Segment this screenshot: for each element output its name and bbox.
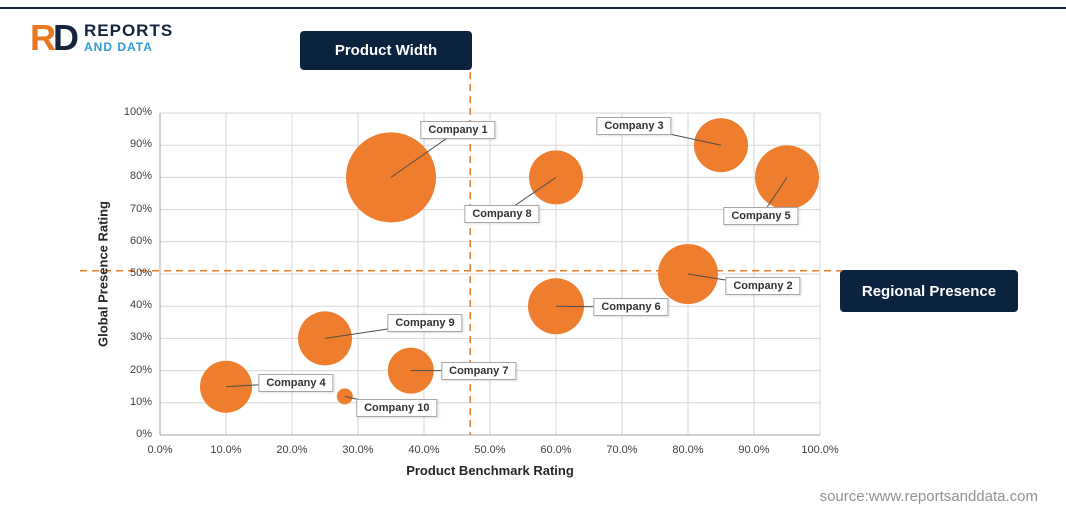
brand-name: REPORTS AND DATA	[84, 21, 174, 55]
x-tick-label: 30.0%	[342, 444, 374, 456]
top-divider-line	[0, 7, 1066, 9]
logo-letter-r: R	[30, 17, 56, 58]
bubble-label-company-7: Company 7	[441, 361, 517, 380]
x-tick-label: 70.0%	[606, 444, 638, 456]
bubble-label-company-3: Company 3	[596, 117, 672, 136]
y-tick-label: 70%	[129, 202, 152, 215]
x-tick-label: 10.0%	[210, 444, 242, 456]
y-tick-label: 20%	[129, 363, 152, 376]
y-tick-label: 40%	[129, 299, 152, 312]
x-tick-label: 20.0%	[276, 444, 308, 456]
bubble-label-company-1: Company 1	[420, 121, 496, 140]
bubble-label-company-10: Company 10	[356, 399, 438, 418]
bubble-label-company-4: Company 4	[258, 373, 334, 392]
x-tick-label: 90.0%	[738, 444, 770, 456]
bubble-label-company-9: Company 9	[387, 314, 463, 333]
x-tick-label: 80.0%	[672, 444, 704, 456]
y-tick-label: 0%	[136, 428, 152, 440]
y-tick-label: 60%	[129, 234, 152, 247]
logo-letter-d: D	[53, 17, 79, 58]
quadrant-label-regional-presence: Regional Presence	[840, 270, 1018, 312]
bubble-label-company-5: Company 5	[723, 207, 799, 226]
brand-name-line1: REPORTS	[84, 21, 174, 40]
brand-name-line2: AND DATA	[84, 40, 153, 54]
brand-monogram-icon: RD	[30, 17, 79, 58]
x-tick-label: 0.0%	[147, 444, 173, 456]
bubble-label-company-6: Company 6	[593, 298, 669, 317]
y-tick-label: 90%	[129, 138, 152, 151]
quadrant-label-product-width: Product Width	[300, 31, 472, 70]
y-tick-label: 80%	[129, 170, 152, 183]
source-credit: source:www.reportsanddata.com	[819, 488, 1038, 505]
x-tick-label: 60.0%	[540, 444, 572, 456]
y-tick-label: 10%	[129, 395, 152, 408]
bubble-label-company-8: Company 8	[464, 205, 540, 224]
y-axis-title: Global Presence Rating	[95, 201, 111, 347]
y-tick-label: 50%	[129, 267, 152, 279]
x-axis-title: Product Benchmark Rating	[406, 463, 574, 478]
y-tick-label: 30%	[129, 331, 152, 344]
x-tick-label: 50.0%	[474, 444, 506, 456]
y-tick-label: 100%	[123, 106, 152, 118]
x-tick-label: 40.0%	[408, 444, 440, 456]
x-tick-label: 100.0%	[801, 444, 839, 456]
brand-logo: RD REPORTS AND DATA	[30, 20, 173, 56]
bubble-label-company-2: Company 2	[725, 277, 801, 295]
